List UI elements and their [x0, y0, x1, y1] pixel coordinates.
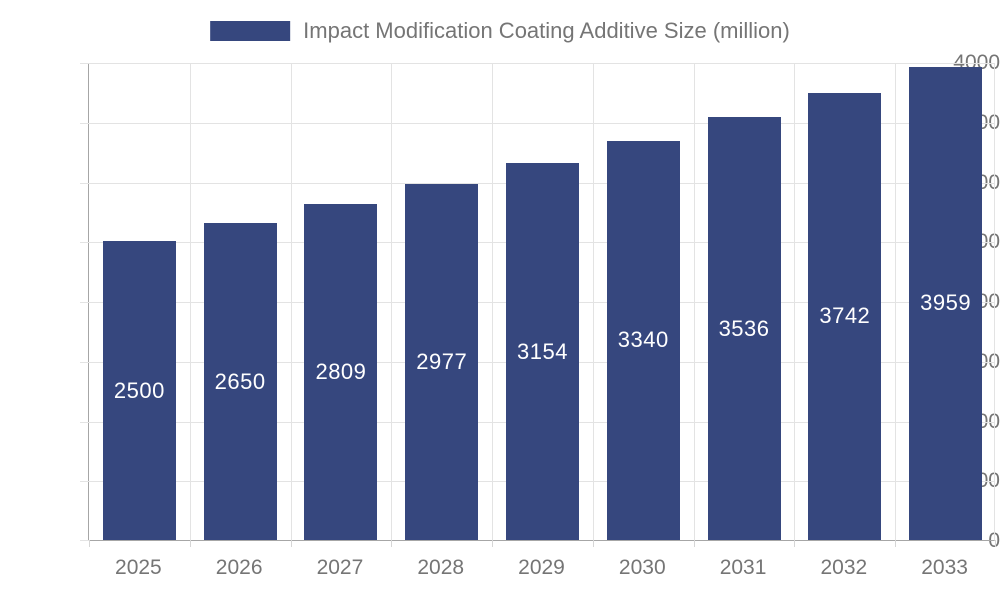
x-axis-tick [592, 540, 594, 547]
gridline-vertical [391, 63, 393, 540]
legend-swatch [210, 21, 291, 41]
legend-label: Impact Modification Coating Additive Siz… [303, 18, 790, 43]
x-axis-tick [89, 540, 90, 547]
x-axis-tick [693, 540, 695, 547]
gridline-horizontal [80, 122, 994, 124]
x-axis-tick [794, 540, 796, 547]
x-axis-tick [995, 540, 996, 547]
gridline-vertical [492, 63, 494, 540]
x-axis-tick [895, 540, 897, 547]
bar-value-label: 3742 [819, 303, 871, 329]
bar[interactable]: 3536 [707, 117, 781, 540]
bar-value-label: 3959 [920, 290, 972, 316]
x-axis-tick-label: 2030 [618, 556, 666, 579]
bar[interactable]: 2977 [405, 184, 479, 540]
bar[interactable]: 3959 [909, 66, 983, 540]
bar[interactable]: 3154 [506, 163, 579, 540]
x-axis-tick-label: 2027 [316, 556, 364, 579]
y-tick-zero [80, 540, 89, 541]
x-axis-tick-label: 2028 [417, 556, 465, 579]
bar-value-label: 3154 [517, 338, 568, 364]
x-axis-tick-label: 2029 [518, 556, 565, 579]
bar[interactable]: 2500 [102, 241, 176, 540]
bar-value-label: 2650 [214, 368, 266, 394]
gridline-vertical [189, 63, 191, 540]
x-axis-tick [391, 540, 393, 547]
gridline-vertical [895, 63, 897, 540]
plot-area: 2500 2650 2809 2977 3154 3340 3536 3742 3959 [80, 63, 996, 547]
bar-value-label: 2977 [416, 349, 468, 375]
gridline-horizontal [80, 63, 994, 64]
x-axis-tick-label: 2025 [115, 556, 162, 579]
x-axis-tick-label: 2031 [719, 556, 767, 579]
x-axis-tick-label: 2032 [820, 556, 868, 579]
bar[interactable]: 2809 [304, 204, 378, 540]
bar[interactable]: 3340 [606, 140, 680, 540]
gridline-vertical [290, 63, 292, 540]
bar-value-label: 3340 [617, 327, 669, 353]
bar-value-label: 2500 [113, 377, 165, 403]
bar[interactable]: 3742 [808, 92, 882, 540]
bar[interactable]: 2650 [203, 223, 277, 540]
legend-item[interactable]: Impact Modification Coating Additive Siz… [210, 18, 790, 44]
gridline-vertical [794, 63, 796, 540]
bar-value-label: 2809 [315, 359, 367, 385]
gridline-vertical [693, 63, 695, 540]
gridline-vertical [592, 63, 594, 540]
x-axis-tick [290, 540, 292, 547]
x-axis-tick [189, 540, 191, 547]
x-axis-tick-label: 2026 [215, 556, 263, 579]
x-axis-tick [492, 540, 494, 547]
bar-value-label: 3536 [718, 315, 770, 341]
x-axis-tick-label: 2033 [921, 556, 968, 579]
